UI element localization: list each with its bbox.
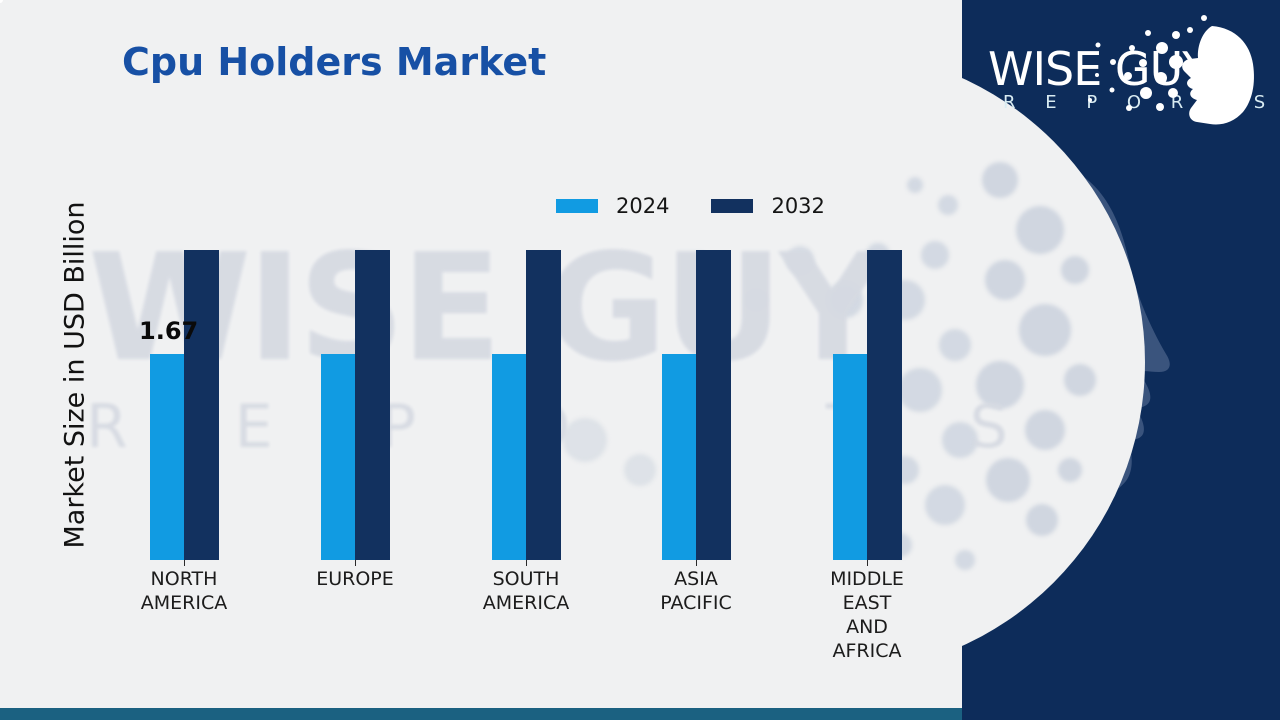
x-axis-tick	[526, 560, 527, 566]
x-label-north-america: NORTH AMERICA	[140, 568, 228, 614]
legend-swatch-2024	[556, 199, 598, 213]
data-label-north-america-2024: 1.67	[139, 317, 199, 345]
x-label-middle-east-africa: MIDDLE EAST AND AFRICA	[830, 568, 904, 662]
chart-legend: 2024 2032	[556, 194, 825, 218]
bar-chart: 1.67 NORTH AMERICA EUROPE SOUTH AMERICA …	[139, 250, 904, 662]
x-axis-tick	[355, 560, 356, 566]
bar-2024-middle-east-africa	[833, 354, 867, 560]
legend-swatch-2032	[711, 199, 754, 213]
bar-2024-north-america	[150, 354, 184, 560]
x-axis-tick	[696, 560, 697, 566]
legend-item-2024: 2024	[556, 194, 669, 218]
legend-label-2032: 2032	[771, 194, 825, 218]
x-label-europe: EUROPE	[316, 568, 394, 590]
legend-label-2024: 2024	[616, 194, 670, 218]
x-label-south-america: SOUTH AMERICA	[482, 568, 570, 614]
page-title: Cpu Holders Market	[122, 40, 547, 84]
x-axis-tick	[867, 560, 868, 566]
bar-2024-south-america	[492, 354, 526, 560]
x-label-asia-pacific: ASIA PACIFIC	[660, 568, 732, 614]
bar-2032-north-america	[184, 250, 219, 560]
bar-2024-europe	[321, 354, 355, 560]
x-axis-tick	[184, 560, 185, 566]
bar-2032-south-america	[526, 250, 561, 560]
legend-item-2032: 2032	[711, 194, 825, 218]
bar-2024-asia-pacific	[662, 354, 696, 560]
bar-2032-asia-pacific	[696, 250, 731, 560]
bar-2032-europe	[355, 250, 390, 560]
brand-logo-text: WISE GUY	[988, 42, 1210, 96]
brand-face-profile	[1182, 26, 1254, 125]
bottom-accent-strip	[0, 708, 962, 720]
